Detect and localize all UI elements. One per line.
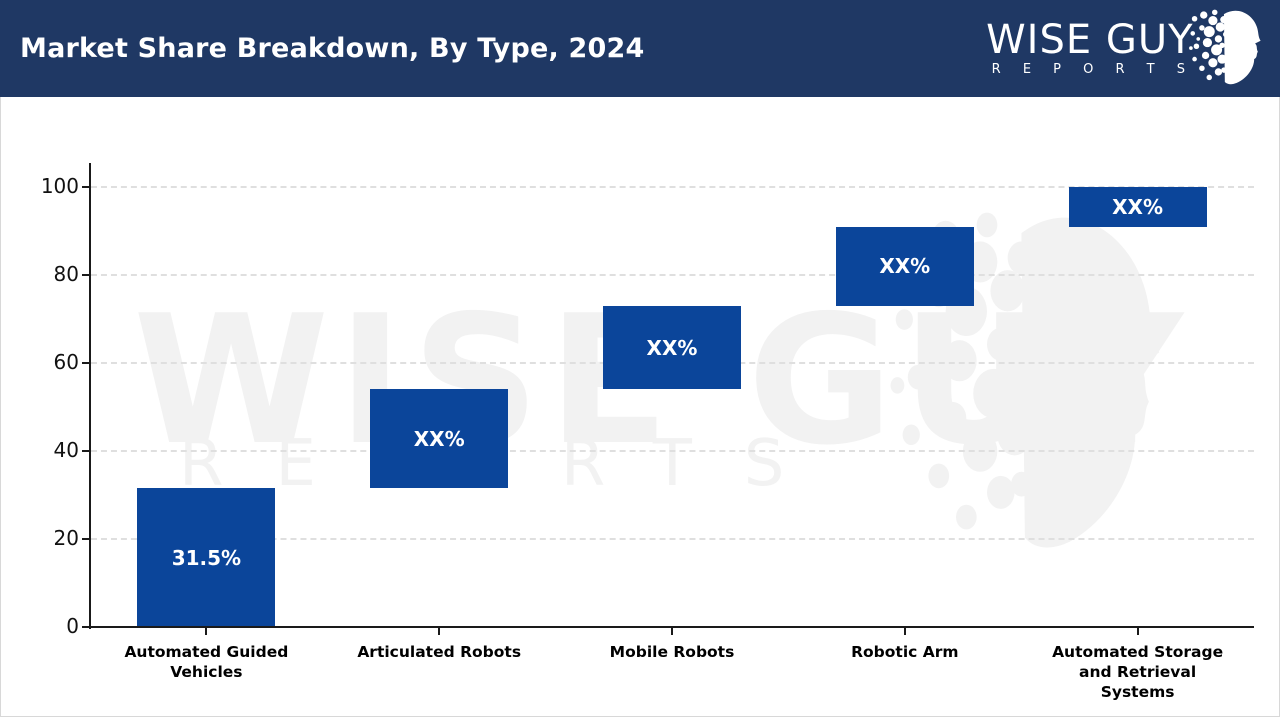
bar-segment: XX% <box>835 226 974 306</box>
header: Market Share Breakdown, By Type, 2024 WI… <box>0 0 1280 97</box>
logo-wordmark: WISE GUY R E P O R T S <box>986 20 1194 77</box>
bar-value-label: XX% <box>646 335 698 360</box>
logo-wordmark-main: WISE GUY <box>986 17 1194 63</box>
y-tick-label: 80 <box>53 262 79 286</box>
y-tick-label: 60 <box>53 350 79 374</box>
x-axis-tick <box>671 627 673 635</box>
y-tick-label: 20 <box>53 526 79 550</box>
page-title: Market Share Breakdown, By Type, 2024 <box>20 33 645 64</box>
category-label: Robotic Arm <box>851 643 959 661</box>
category-label: Automated Storage and Retrieval Systems <box>1052 643 1224 702</box>
category-label: Mobile Robots <box>609 643 735 661</box>
bar-segment: XX% <box>1068 187 1207 227</box>
y-axis-line <box>89 163 91 629</box>
x-axis-tick <box>903 627 906 635</box>
y-axis-tick <box>82 362 90 364</box>
y-axis-tick <box>82 186 90 188</box>
bar-segment: XX% <box>603 305 741 390</box>
bar-segment: XX% <box>370 389 509 489</box>
y-tick-label: 40 <box>53 438 79 462</box>
y-axis-tick <box>82 538 90 540</box>
logo: WISE GUY R E P O R T S <box>986 5 1266 93</box>
category-label: Articulated Robots <box>357 643 522 661</box>
gridline <box>91 450 1254 452</box>
x-axis-tick <box>1136 627 1139 635</box>
x-axis-tick <box>438 627 441 635</box>
bar-value-label: XX% <box>879 254 931 279</box>
waterfall-chart: 0 20 40 60 80 100 31.5% Automated Guided Vehicl… <box>1 97 1279 716</box>
y-tick-label: 0 <box>66 614 79 638</box>
x-axis-tick <box>205 627 208 635</box>
bar-segment: 31.5% <box>137 488 276 627</box>
y-axis-tick <box>82 450 90 452</box>
y-tick-label: 100 <box>40 174 79 198</box>
gridline <box>91 186 1254 188</box>
bar-value-label: XX% <box>413 426 465 451</box>
gridline <box>91 274 1254 276</box>
logo-wordmark-sub: R E P O R T S <box>991 62 1194 77</box>
bar-value-label: XX% <box>1112 194 1164 219</box>
bar-value-label: 31.5% <box>171 545 242 570</box>
x-axis-line <box>89 626 1254 628</box>
y-axis-tick <box>82 274 90 276</box>
gridline <box>91 538 1254 540</box>
category-label: Automated Guided Vehicles <box>124 643 289 682</box>
y-axis-tick <box>82 626 90 628</box>
